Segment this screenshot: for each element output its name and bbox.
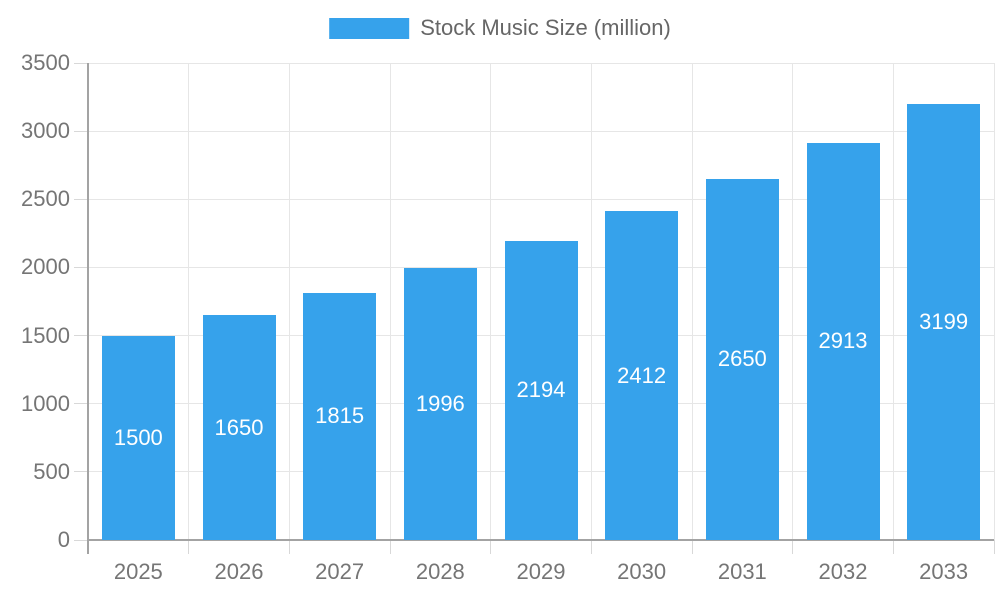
v-gridline bbox=[590, 63, 592, 540]
y-tick-label: 1500 bbox=[21, 322, 70, 348]
y-tick-mark bbox=[74, 62, 88, 64]
y-tick-label: 3000 bbox=[21, 118, 70, 144]
v-gridline bbox=[892, 63, 894, 540]
bar[interactable]: 2412 bbox=[605, 211, 679, 540]
y-tick-label: 1000 bbox=[21, 390, 70, 416]
bar-value-label: 3199 bbox=[919, 309, 969, 334]
bar-value-label: 1996 bbox=[415, 390, 465, 416]
bar-value-label: 2650 bbox=[717, 346, 767, 372]
y-tick-mark bbox=[74, 266, 88, 268]
y-axis-line bbox=[87, 63, 89, 540]
v-gridline bbox=[389, 63, 391, 540]
legend-swatch bbox=[329, 17, 410, 39]
x-tick-label: 2028 bbox=[415, 559, 465, 584]
x-tick-mark bbox=[691, 540, 693, 554]
bar[interactable]: 1500 bbox=[101, 335, 175, 540]
x-tick-label: 2029 bbox=[516, 559, 566, 584]
x-tick-mark bbox=[993, 540, 995, 554]
bar[interactable]: 1996 bbox=[403, 267, 477, 540]
v-gridline bbox=[188, 63, 190, 540]
x-axis-line bbox=[88, 539, 994, 541]
v-gridline bbox=[490, 63, 492, 540]
y-tick-label: 0 bbox=[57, 527, 70, 552]
x-tick-mark bbox=[288, 540, 290, 554]
x-tick-mark bbox=[389, 540, 391, 554]
bar[interactable]: 2913 bbox=[806, 142, 880, 540]
x-tick-label: 2032 bbox=[818, 559, 868, 584]
bar-value-label: 1650 bbox=[214, 414, 264, 440]
bar-value-label: 1500 bbox=[113, 424, 163, 450]
bar-value-label: 2194 bbox=[516, 377, 566, 403]
chart-legend[interactable]: Stock Music Size (million) bbox=[329, 15, 671, 41]
x-tick-mark bbox=[792, 540, 794, 554]
y-tick-mark bbox=[74, 471, 88, 473]
x-tick-mark bbox=[188, 540, 190, 554]
y-tick-mark bbox=[74, 198, 88, 200]
y-tick-mark bbox=[74, 539, 88, 541]
h-gridline bbox=[88, 62, 994, 64]
v-gridline bbox=[993, 63, 995, 540]
bar[interactable]: 1815 bbox=[303, 292, 377, 540]
y-tick-label: 2500 bbox=[21, 186, 70, 212]
y-tick-label: 3500 bbox=[21, 50, 70, 75]
v-gridline bbox=[691, 63, 693, 540]
x-tick-label: 2025 bbox=[113, 559, 163, 584]
bar[interactable]: 1650 bbox=[202, 315, 276, 540]
y-tick-mark bbox=[74, 403, 88, 405]
h-gridline bbox=[88, 130, 994, 132]
x-tick-mark bbox=[490, 540, 492, 554]
y-tick-label: 500 bbox=[33, 458, 70, 484]
v-gridline bbox=[792, 63, 794, 540]
legend-label: Stock Music Size (million) bbox=[420, 15, 671, 40]
x-tick-label: 2033 bbox=[919, 559, 969, 584]
x-tick-label: 2027 bbox=[315, 559, 365, 584]
x-tick-mark bbox=[590, 540, 592, 554]
x-tick-mark bbox=[87, 540, 89, 554]
x-tick-label: 2030 bbox=[617, 559, 667, 584]
bar-value-label: 2412 bbox=[617, 362, 667, 388]
y-tick-mark bbox=[74, 335, 88, 337]
bar[interactable]: 2650 bbox=[705, 178, 779, 540]
bar[interactable]: 3199 bbox=[907, 104, 981, 540]
v-gridline bbox=[288, 63, 290, 540]
x-tick-label: 2026 bbox=[214, 559, 264, 584]
x-tick-label: 2031 bbox=[717, 559, 767, 584]
bar-value-label: 1815 bbox=[315, 403, 365, 429]
h-gridline bbox=[88, 198, 994, 200]
bar-value-label: 2913 bbox=[818, 328, 868, 354]
y-tick-mark bbox=[74, 130, 88, 132]
x-tick-mark bbox=[892, 540, 894, 554]
y-tick-label: 2000 bbox=[21, 254, 70, 280]
bar[interactable]: 2194 bbox=[504, 240, 578, 540]
